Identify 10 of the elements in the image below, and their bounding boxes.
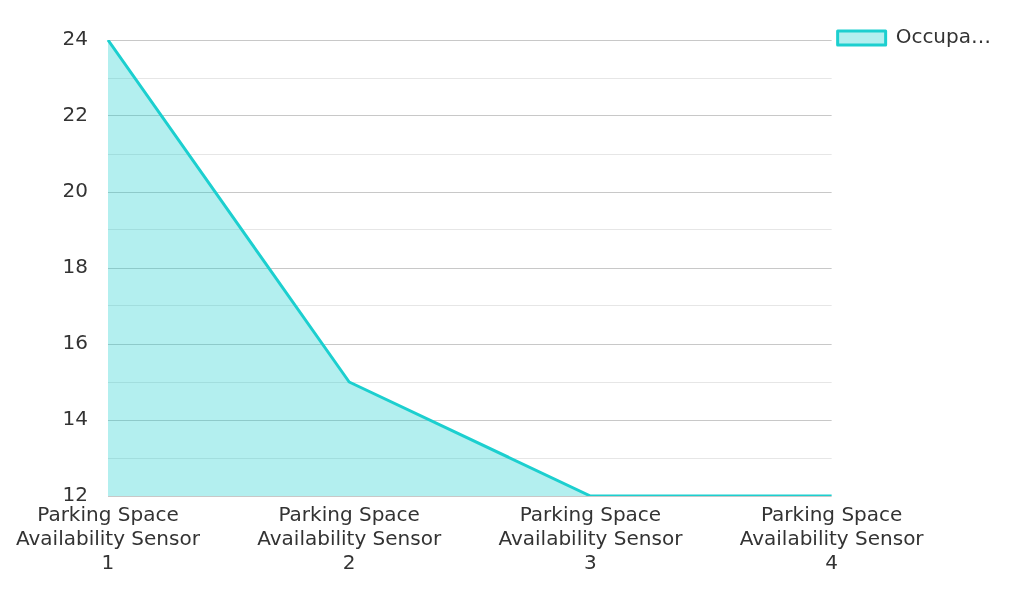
y-tick-label: 22 (62, 102, 88, 127)
y-tick-label: 18 (62, 254, 88, 279)
y-tick-label: 24 (62, 26, 88, 51)
x-tick-label: Parking Space Availability Sensor 4 (739, 502, 925, 575)
y-tick-label: 20 (62, 178, 88, 203)
x-tick-label: Parking Space Availability Sensor 2 (257, 502, 442, 575)
legend-label: Occupa… (895, 24, 992, 49)
y-tick-label: 14 (62, 406, 88, 431)
y-tick-label: 16 (62, 330, 88, 355)
x-tick-label: Parking Space Availability Sensor 3 (498, 502, 684, 575)
